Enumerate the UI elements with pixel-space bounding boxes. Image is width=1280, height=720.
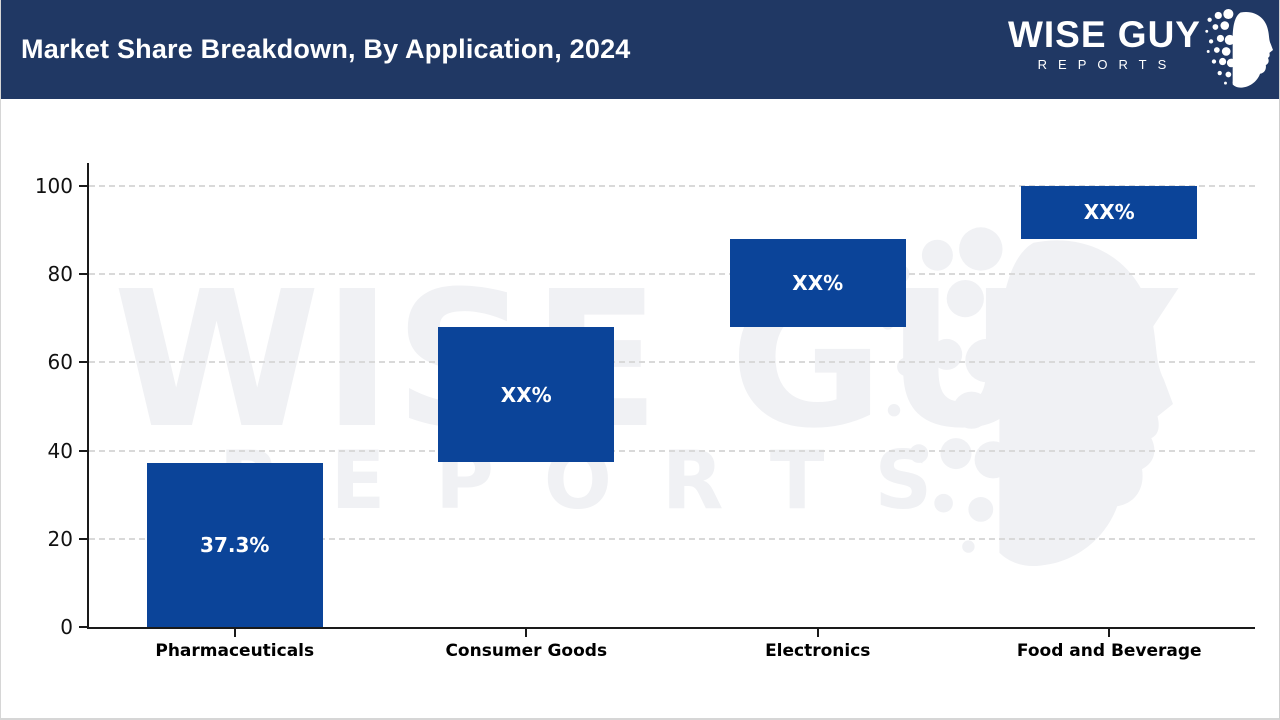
y-axis-tick-40 bbox=[79, 449, 89, 452]
y-axis-tick-80 bbox=[79, 273, 89, 276]
y-axis-tick-100 bbox=[79, 185, 89, 187]
x-axis-tick bbox=[816, 629, 819, 637]
gridline-100 bbox=[89, 185, 1255, 187]
x-axis-tick bbox=[525, 629, 528, 637]
category-label-2: Consumer Goods bbox=[445, 641, 608, 661]
category-label-3: Electronics bbox=[765, 641, 871, 661]
y-axis-tick-label: 60 bbox=[47, 350, 73, 375]
y-axis-tick-60 bbox=[79, 361, 89, 364]
bar-value-label: XX% bbox=[792, 271, 844, 296]
logo-text: WISE GUY REPORTS bbox=[1007, 14, 1201, 72]
wise-guy-logo: WISE GUY REPORTS bbox=[1008, 0, 1273, 99]
bar-value-label: XX% bbox=[1083, 200, 1135, 225]
bar-value-label: XX% bbox=[500, 382, 552, 407]
chart-area: WISE GUY REPORTS 0 20 40 60 80 100 37.3% Pharma… bbox=[1, 99, 1279, 718]
page-title: Market Share Breakdown, By Application, … bbox=[21, 34, 631, 64]
gridline-20 bbox=[89, 537, 1255, 540]
gridline-80 bbox=[89, 273, 1255, 276]
gridline-60 bbox=[89, 361, 1255, 364]
bar-food-and-beverage bbox=[1021, 186, 1198, 239]
y-axis-tick-label: 0 bbox=[60, 615, 73, 639]
logo-wordmark: WISE GUY bbox=[1007, 14, 1201, 55]
logo-subtitle: REPORTS bbox=[1037, 56, 1178, 72]
x-axis-tick bbox=[1108, 629, 1111, 637]
header-bar: Market Share Breakdown, By Application, … bbox=[1, 0, 1279, 99]
y-axis-tick-label: 100 bbox=[34, 174, 73, 198]
bar-pharmaceuticals bbox=[146, 462, 323, 627]
bar-value-label: 37.3% bbox=[200, 532, 270, 557]
dotted-head-icon bbox=[1205, 8, 1273, 88]
category-label-4: Food and Beverage bbox=[1016, 641, 1202, 661]
y-axis-tick-label: 20 bbox=[47, 526, 73, 551]
y-axis-tick-20 bbox=[79, 537, 89, 540]
bar-electronics bbox=[729, 238, 906, 328]
category-label-1: Pharmaceuticals bbox=[155, 641, 315, 661]
y-axis-tick-label: 40 bbox=[47, 438, 73, 463]
y-axis-line bbox=[87, 163, 89, 629]
gridline-40 bbox=[89, 449, 1255, 452]
x-axis-tick bbox=[233, 629, 236, 637]
y-axis-tick-label: 80 bbox=[47, 262, 73, 287]
bar-consumer-goods bbox=[438, 327, 615, 463]
x-axis-line bbox=[87, 627, 1255, 629]
y-axis-tick-0 bbox=[79, 626, 89, 628]
